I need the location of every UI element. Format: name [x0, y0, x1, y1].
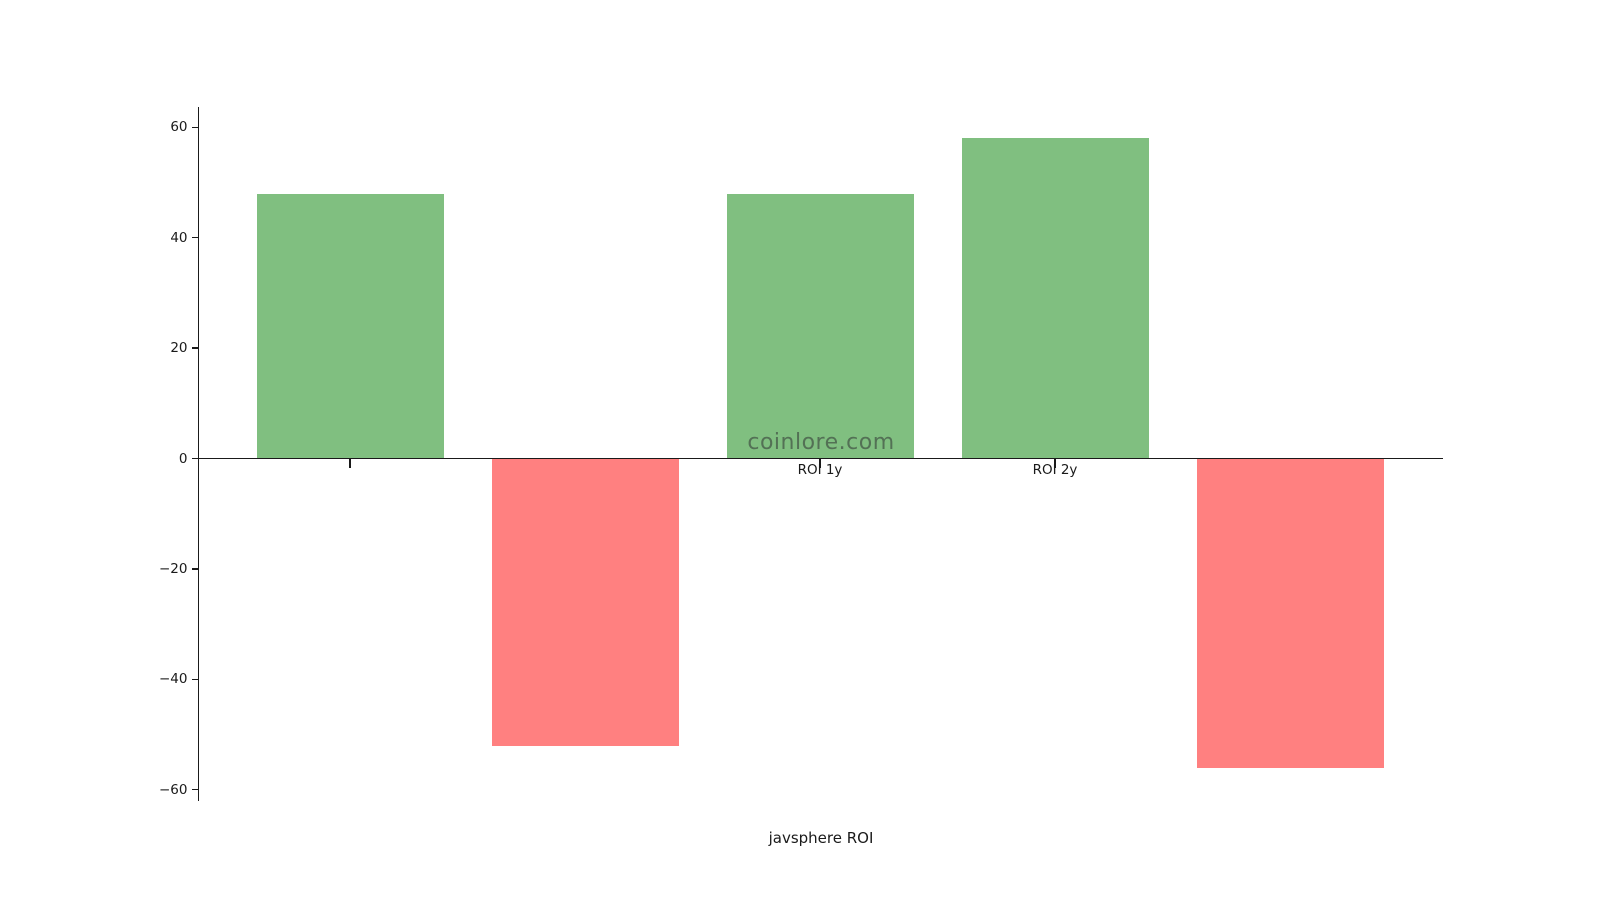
y-tick-label: −40: [159, 671, 188, 688]
bar-index-1: [491, 458, 679, 746]
y-tick-mark: [191, 457, 198, 460]
x-tick-mark: [349, 458, 351, 468]
y-tick-mark: [191, 236, 198, 239]
y-tick-mark: [191, 568, 198, 570]
y-tick-label: −20: [159, 560, 188, 577]
x-tick-label-roi-1y: ROI 1y: [797, 461, 843, 478]
y-axis-spine: [197, 107, 199, 801]
y-tick-label: 60: [170, 119, 188, 136]
y-tick-mark: [191, 126, 198, 129]
bar-ROI 2y: [961, 138, 1149, 459]
y-tick-mark: [191, 347, 198, 349]
x-tick-mark: [1054, 458, 1056, 468]
y-tick-label: 40: [170, 229, 188, 246]
bar-index-4: [1196, 458, 1384, 768]
bar-ROI 1y: [726, 193, 914, 459]
x-tick-label-roi-2y: ROI 2y: [1032, 461, 1078, 478]
coinlore-watermark: coinlore.com: [747, 430, 895, 455]
x-axis-title: javsphere ROI: [768, 829, 874, 847]
y-tick-mark: [191, 678, 198, 681]
bar-index-0: [256, 193, 444, 459]
y-tick-label: 0: [178, 450, 188, 467]
y-tick-label: 20: [170, 340, 188, 357]
y-tick-mark: [191, 788, 198, 791]
y-tick-label: −60: [159, 781, 188, 798]
x-tick-mark: [819, 458, 821, 468]
